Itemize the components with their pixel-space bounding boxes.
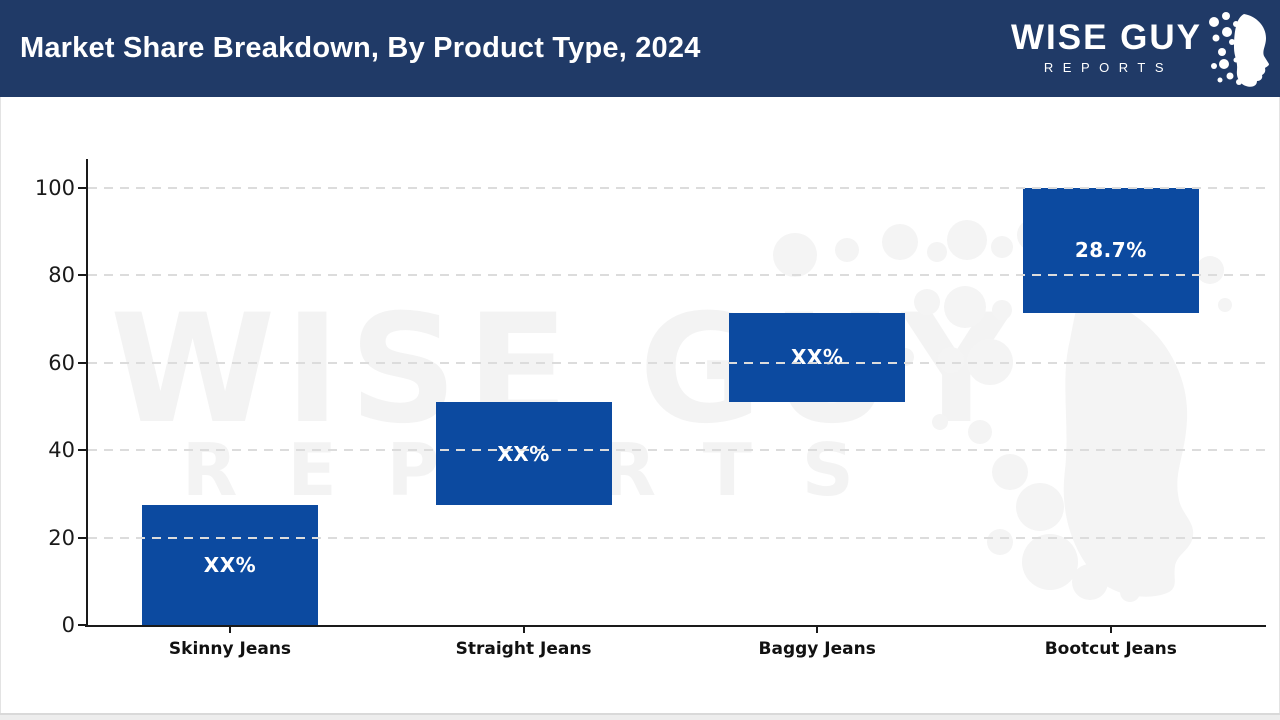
x-category-label: Baggy Jeans bbox=[758, 639, 876, 659]
x-category-label: Bootcut Jeans bbox=[1044, 639, 1177, 659]
wiseguy-face-icon bbox=[1209, 12, 1269, 87]
y-tick-label: 60 bbox=[48, 350, 75, 375]
gridline bbox=[88, 449, 1266, 451]
bar-value-label: XX% bbox=[203, 553, 257, 578]
y-tick-label: 40 bbox=[48, 438, 75, 462]
y-tick-mark bbox=[78, 361, 86, 364]
gridline bbox=[88, 361, 1266, 364]
x-axis bbox=[85, 625, 1266, 627]
y-tick-mark bbox=[78, 449, 86, 451]
brand-logo: WISE GUY REPORTS bbox=[1011, 20, 1202, 74]
x-tick-mark bbox=[229, 627, 231, 633]
bar-bootcut-jeans: 28.7% bbox=[1022, 187, 1199, 314]
bar-straight-jeans: XX% bbox=[435, 401, 612, 506]
left-border-line bbox=[0, 97, 1, 714]
brand-logo-primary-text: WISE GUY bbox=[1010, 18, 1202, 57]
x-tick-mark bbox=[816, 627, 819, 633]
gridline bbox=[88, 274, 1266, 276]
brand-logo-secondary-text: REPORTS bbox=[1043, 60, 1174, 75]
page-title: Market Share Breakdown, By Product Type,… bbox=[20, 32, 701, 64]
bar-value-label: XX% bbox=[790, 345, 844, 370]
y-tick-mark bbox=[78, 624, 86, 626]
gridline bbox=[88, 536, 1266, 539]
bar-value-label: 28.7% bbox=[1074, 238, 1147, 263]
y-tick-label: 100 bbox=[34, 175, 75, 200]
bottom-border-line bbox=[0, 713, 1280, 715]
y-tick-mark bbox=[78, 186, 86, 189]
header-bar: Market Share Breakdown, By Product Type,… bbox=[0, 0, 1280, 97]
y-tick-label: 20 bbox=[48, 525, 75, 550]
y-tick-mark bbox=[78, 274, 86, 276]
gridline bbox=[88, 186, 1266, 189]
y-tick-label: 0 bbox=[61, 613, 75, 637]
y-axis bbox=[86, 159, 88, 627]
x-category-label: Skinny Jeans bbox=[168, 639, 292, 659]
bottom-margin-strip bbox=[0, 715, 1280, 720]
x-category-label: Straight Jeans bbox=[455, 639, 592, 659]
bar-skinny-jeans: XX% bbox=[142, 505, 318, 625]
bar-value-label: XX% bbox=[497, 441, 550, 466]
y-tick-mark bbox=[78, 536, 86, 539]
bar-baggy-jeans: XX% bbox=[729, 313, 906, 402]
x-tick-mark bbox=[1109, 627, 1112, 633]
y-tick-label: 80 bbox=[48, 263, 75, 287]
x-tick-mark bbox=[522, 627, 525, 633]
